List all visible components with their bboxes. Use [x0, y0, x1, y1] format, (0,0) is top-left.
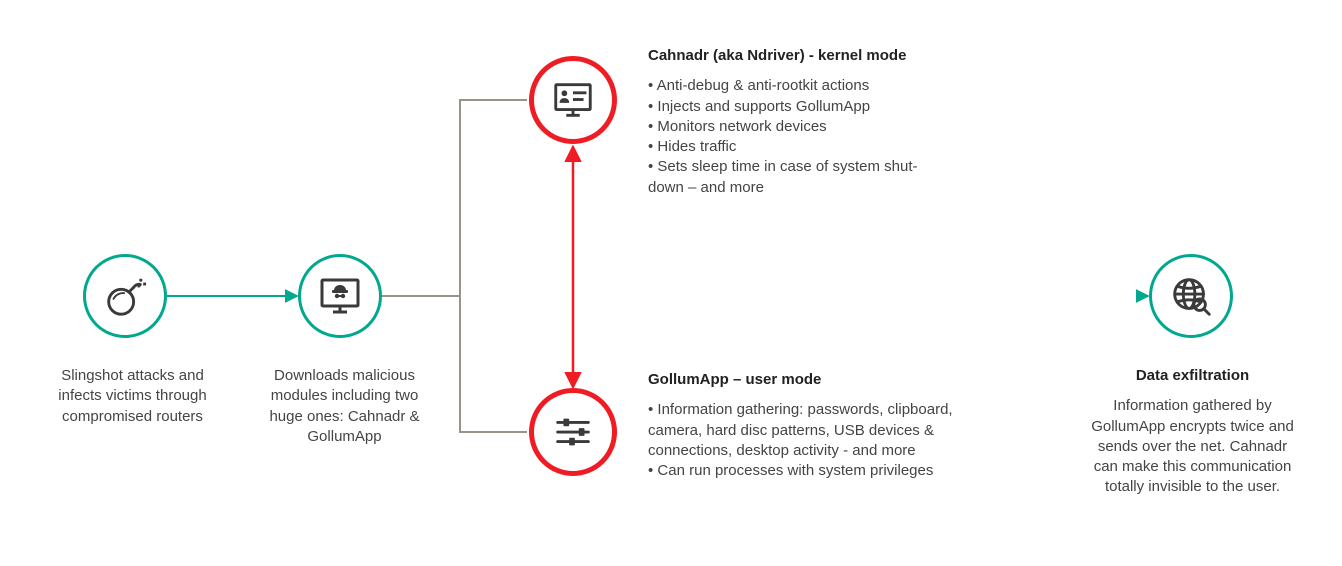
entry-caption-text: Slingshot attacks and infects victims th…	[58, 367, 206, 425]
exfil-title: Data exfiltration	[1085, 366, 1300, 386]
cahnadr-bullet: Injects and supports GollumApp	[648, 97, 948, 117]
cahnadr-bullets: Anti-debug & anti-rootkit actions Inject…	[648, 76, 948, 198]
entry-caption: Slingshot attacks and infects victims th…	[45, 366, 220, 427]
gollum-title: GollumApp – user mode	[648, 370, 983, 390]
cahnadr-title: Cahnadr (aka Ndriver) - kernel mode	[648, 46, 948, 66]
cahnadr-text: Cahnadr (aka Ndriver) - kernel mode Anti…	[648, 46, 948, 198]
gollum-bullet: Can run processes with system privileges	[648, 461, 983, 481]
node-entry	[83, 254, 167, 338]
exfil-caption: Information gathered by GollumApp encryp…	[1091, 397, 1294, 495]
spy-monitor-icon	[316, 272, 364, 320]
gollum-text: GollumApp – user mode Information gather…	[648, 370, 983, 481]
node-cahnadr	[529, 56, 617, 144]
gollum-bullet: Information gathering: passwords, clipbo…	[648, 400, 983, 461]
node-exfil	[1149, 254, 1233, 338]
download-caption: Downloads malicious modules including tw…	[252, 366, 437, 447]
gollum-bullets: Information gathering: passwords, clipbo…	[648, 400, 983, 481]
cahnadr-bullet: Hides traffic	[648, 137, 948, 157]
bomb-icon	[102, 273, 148, 319]
id-monitor-icon	[550, 77, 596, 123]
download-caption-text: Downloads malicious modules including tw…	[269, 367, 419, 445]
node-gollum	[529, 388, 617, 476]
cahnadr-bullet: Monitors network devices	[648, 117, 948, 137]
exfil-text: Data exfiltration Information gathered b…	[1085, 366, 1300, 498]
sliders-icon	[550, 409, 596, 455]
cahnadr-bullet: Sets sleep time in case of system shut-d…	[648, 157, 948, 198]
globe-search-icon	[1168, 273, 1214, 319]
cahnadr-bullet: Anti-debug & anti-rootkit actions	[648, 76, 948, 96]
node-download	[298, 254, 382, 338]
